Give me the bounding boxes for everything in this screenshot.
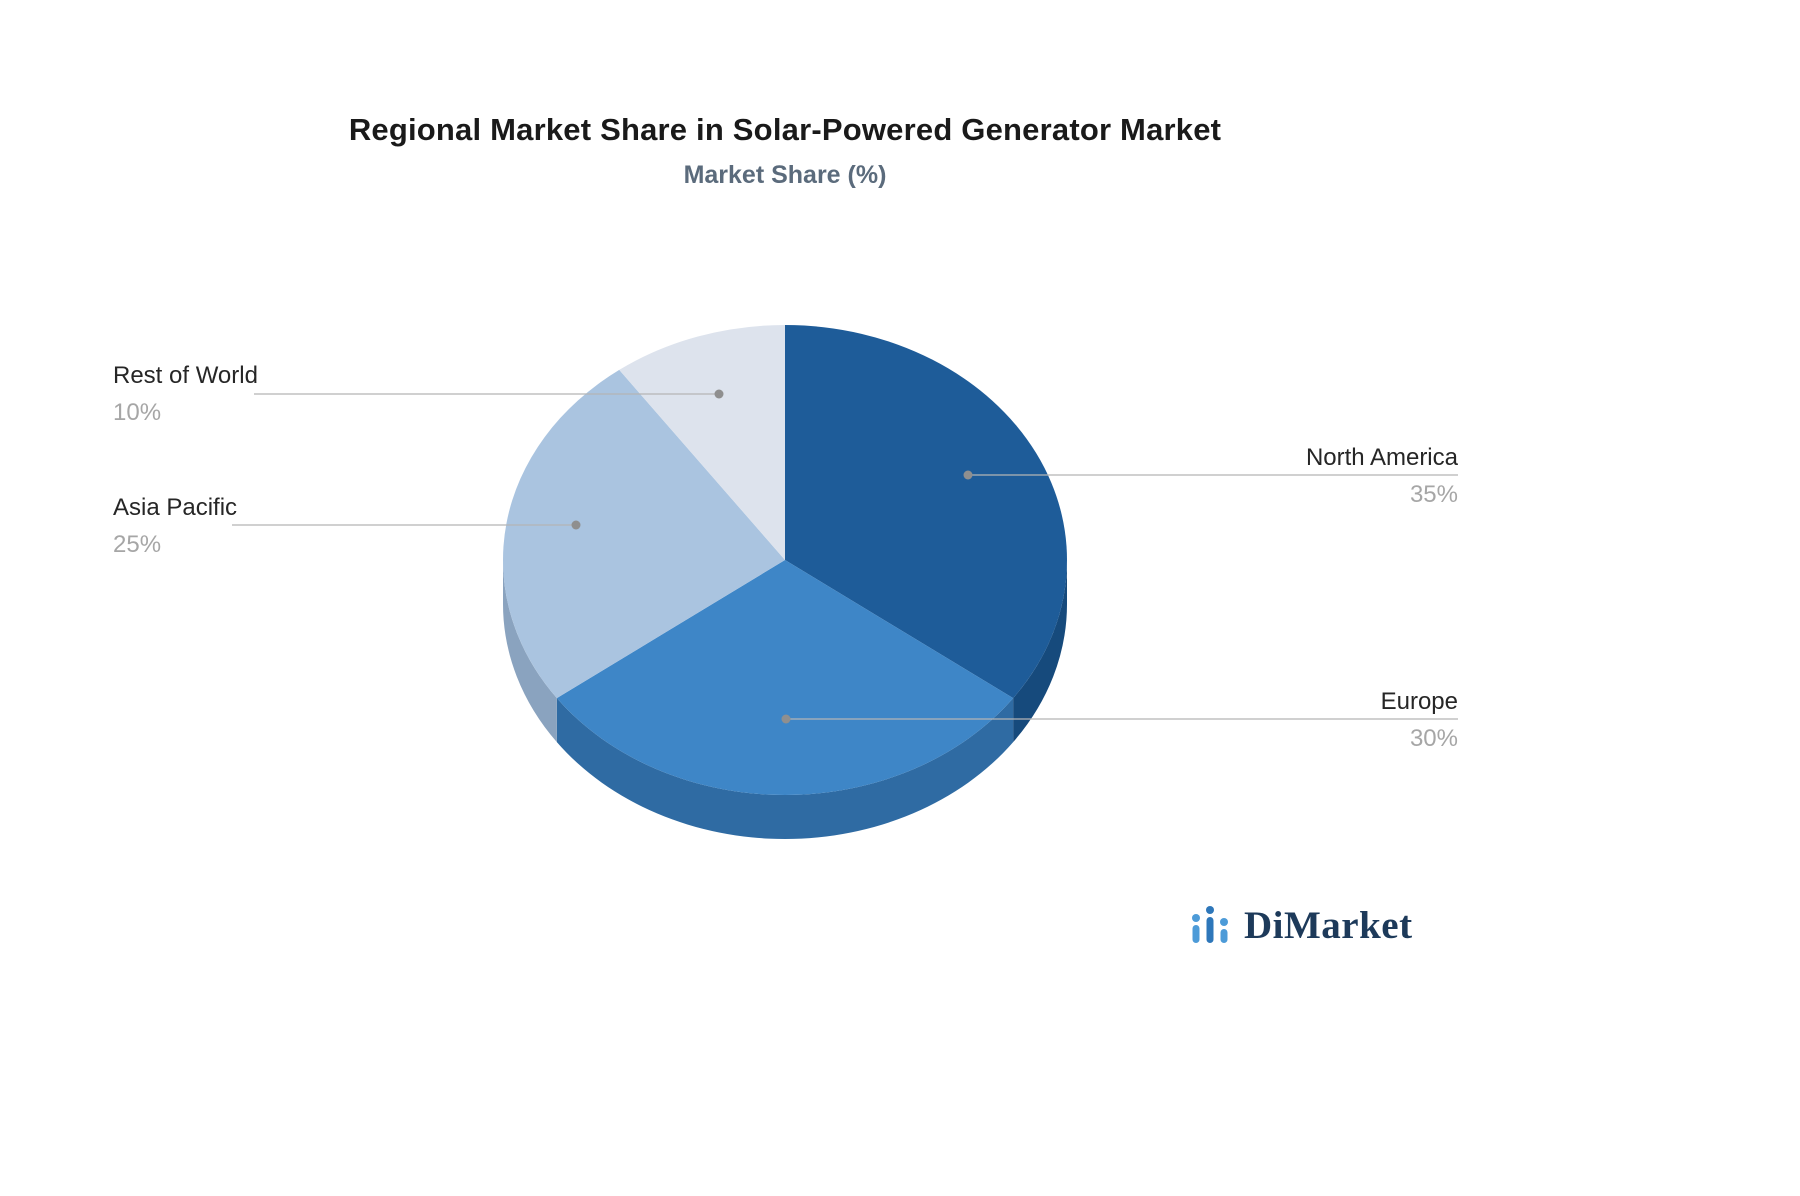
leader-dot-north-america — [963, 470, 973, 480]
pie-slice-side-asia-pacific — [503, 560, 557, 743]
callout-europe: Europe 30% — [1381, 687, 1458, 753]
callout-value: 30% — [1409, 725, 1458, 752]
pie-slice-side-north-america — [1013, 560, 1067, 743]
callout-asia-pacific: Asia Pacific 25% — [113, 493, 237, 559]
pie-slice-rest-of-world — [619, 325, 785, 560]
callout-value: 35% — [1409, 481, 1458, 508]
callout-north-america: North America 35% — [1306, 443, 1458, 509]
callout-label: Rest of World — [113, 362, 258, 389]
callout-value: 10% — [113, 399, 162, 426]
chart-subtitle: Market Share (%) — [683, 161, 887, 189]
pie-slice-asia-pacific — [502, 369, 785, 699]
leader-dot-asia-pacific — [571, 520, 581, 530]
chart-title: Regional Market Share in Solar-Powered G… — [348, 112, 1222, 147]
pie-slice-side-europe — [556, 698, 1014, 839]
callout-label: Europe — [1380, 688, 1458, 715]
chart-header: Regional Market Share in Solar-Powered G… — [0, 112, 1570, 190]
leader-dot-rest-of-world — [714, 389, 724, 399]
pie-slice-north-america — [785, 325, 1068, 699]
bar-chart-dots-icon — [1192, 905, 1228, 943]
callout-rest-of-world: Rest of World 10% — [113, 361, 258, 427]
callout-label: Asia Pacific — [113, 494, 238, 521]
brand-name: DiMarket — [1244, 904, 1413, 947]
callout-label: North America — [1305, 444, 1458, 471]
brand-logo: DiMarket — [1188, 903, 1413, 948]
leader-dot-europe — [781, 714, 791, 724]
callout-value: 25% — [113, 531, 162, 558]
pie-slice-europe — [556, 560, 1014, 796]
